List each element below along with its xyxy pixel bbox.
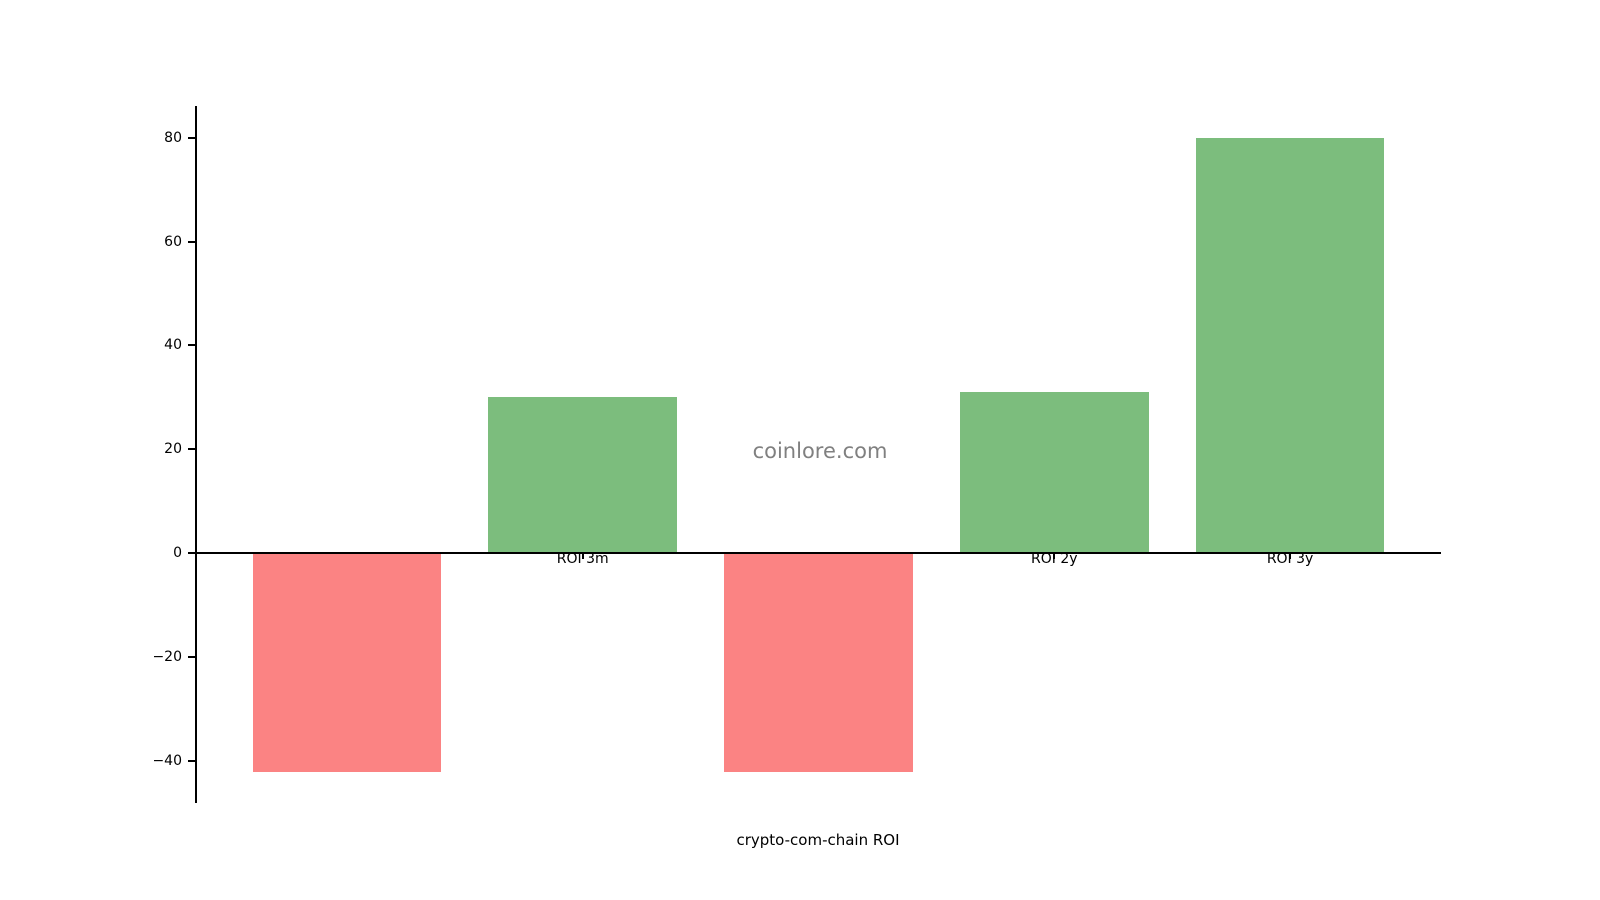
- x-tick-mark: [1289, 553, 1292, 560]
- y-tick-mark: [188, 448, 196, 451]
- y-tick-label: 80: [164, 129, 182, 146]
- bar-roi-2y: [959, 392, 1149, 554]
- y-tick-mark: [188, 552, 196, 555]
- x-tick-label: ROI 2y: [1031, 551, 1078, 568]
- y-tick-mark: [188, 240, 196, 243]
- y-tick-label: −20: [152, 649, 182, 666]
- y-tick-label: 60: [164, 233, 182, 250]
- x-tick-mark: [581, 553, 584, 560]
- y-tick-label: −40: [152, 752, 182, 769]
- y-tick-label: 40: [164, 337, 182, 354]
- bar-roi-3m: [488, 397, 677, 554]
- x-tick-mark: [1053, 553, 1056, 560]
- x-tick-label: ROI 3y: [1266, 551, 1314, 568]
- y-tick-mark: [188, 656, 196, 659]
- y-tick-mark: [188, 344, 196, 347]
- watermark: coinlore.com: [752, 439, 888, 463]
- bar-unlabeled-0: [252, 554, 442, 773]
- x-axis-zero-line: [196, 552, 1441, 555]
- bar-roi-3y: [1195, 137, 1385, 554]
- y-axis-spine: [195, 106, 197, 803]
- bar-unlabeled-2: [724, 554, 913, 773]
- y-tick-label: 20: [164, 441, 182, 458]
- y-tick-mark: [188, 136, 196, 139]
- x-tick-label: ROI 3m: [556, 551, 609, 568]
- y-tick-mark: [188, 759, 196, 762]
- chart-xlabel: crypto-com-chain ROI: [736, 831, 900, 849]
- y-tick-label: 0: [173, 545, 182, 562]
